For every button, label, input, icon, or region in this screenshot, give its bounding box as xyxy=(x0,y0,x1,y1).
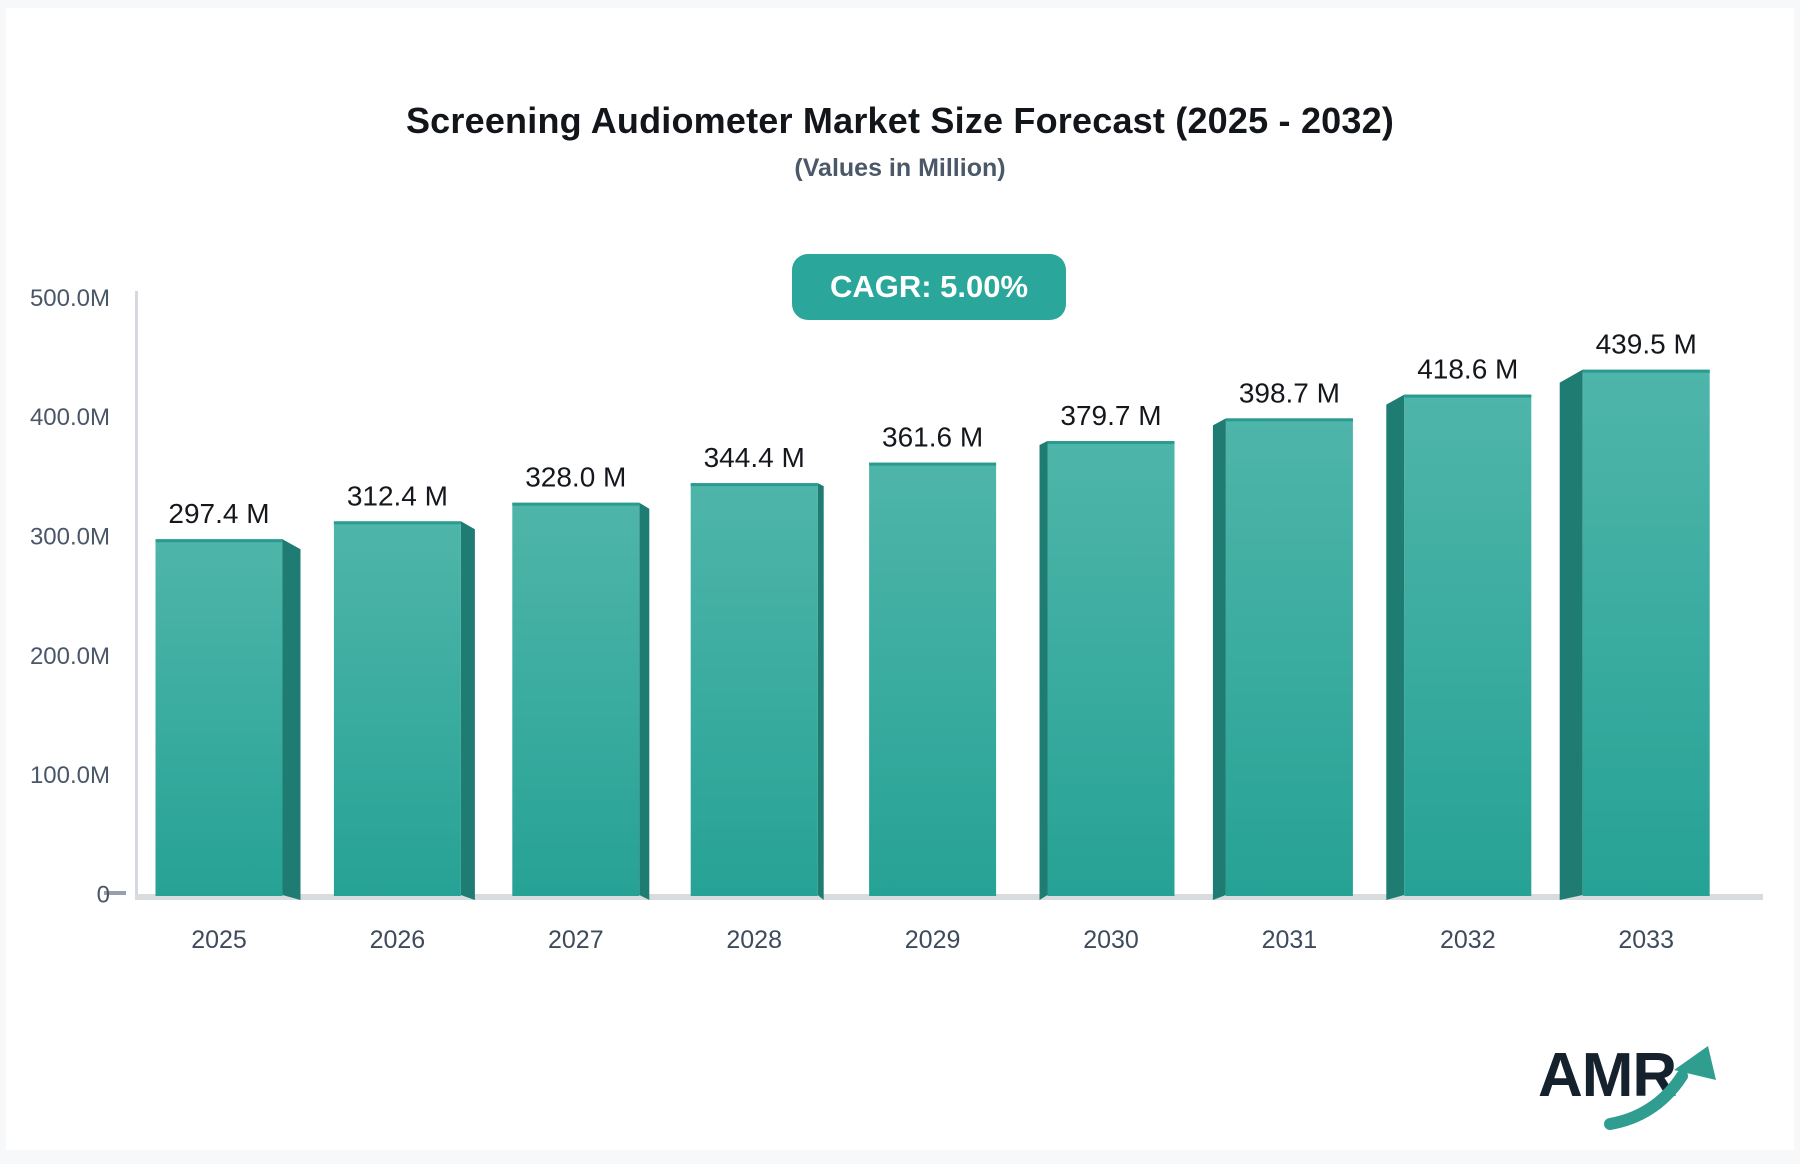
bar-2025 xyxy=(155,539,283,896)
bar-top-edge xyxy=(690,483,818,487)
y-tick-label: 400.0M xyxy=(30,404,110,431)
bar-value-label: 312.4 M xyxy=(347,480,448,511)
bar-chart-plot: 500.0M 400.0M 300.0M 200.0M 100.0M 0 297.4 M 20… xyxy=(30,285,1763,954)
bar-value-label: 361.6 M xyxy=(882,422,983,453)
x-tick-label: 2030 xyxy=(1083,926,1139,954)
bar-top-edge xyxy=(1047,441,1175,445)
bar-side-face xyxy=(282,539,301,900)
y-tick-label: 500.0M xyxy=(30,285,110,312)
x-tick-label: 2029 xyxy=(905,926,961,954)
bar-value-label: 398.7 M xyxy=(1239,377,1340,408)
bar-2032 xyxy=(1404,394,1532,896)
bar-value-label: 344.4 M xyxy=(704,442,805,473)
y-axis-line xyxy=(135,291,138,897)
bar-value-label: 379.7 M xyxy=(1060,400,1161,431)
x-tick-label: 2028 xyxy=(726,926,782,954)
bar-2026 xyxy=(333,521,461,896)
bar-top-edge xyxy=(1404,394,1532,398)
x-tick-label: 2025 xyxy=(191,926,247,954)
bar-top-edge xyxy=(1225,418,1353,422)
bar-side-face xyxy=(639,502,650,900)
bar-2030 xyxy=(1047,441,1175,896)
cagr-badge: CAGR: 5.00% xyxy=(792,254,1066,320)
bar-2033 xyxy=(1582,369,1710,896)
amr-logo: AMR xyxy=(1538,1034,1728,1134)
bar-2028 xyxy=(690,483,818,896)
bar-top-edge xyxy=(333,521,461,525)
bar-top-edge xyxy=(155,539,283,543)
bar-side-face xyxy=(1212,418,1226,900)
growth-arrow-icon xyxy=(1604,1046,1716,1130)
y-tick-label: 200.0M xyxy=(30,643,110,670)
bar-2027 xyxy=(512,502,640,896)
bar-side-face xyxy=(817,483,824,900)
chart-title: Screening Audiometer Market Size Forecas… xyxy=(405,100,1395,141)
bar-2031 xyxy=(1225,418,1353,896)
chart-subtitle: (Values in Million) xyxy=(794,154,1006,182)
bar-side-face xyxy=(1559,369,1583,900)
bar-top-edge xyxy=(869,462,997,466)
bar-value-label: 418.6 M xyxy=(1417,354,1518,385)
bar-side-face xyxy=(1386,394,1405,900)
x-tick-label: 2027 xyxy=(548,926,604,954)
chart-card: Screening Audiometer Market Size Forecas… xyxy=(6,8,1794,1150)
bar-value-label: 297.4 M xyxy=(168,498,269,529)
y-tick-label: 300.0M xyxy=(30,524,110,551)
y-tick-label: 100.0M xyxy=(30,762,110,789)
x-tick-label: 2031 xyxy=(1262,926,1318,954)
bar-top-edge xyxy=(512,502,640,506)
bar-value-label: 439.5 M xyxy=(1596,329,1697,360)
x-axis-line xyxy=(135,894,1763,900)
x-tick-label: 2032 xyxy=(1440,926,1496,954)
bar-top-edge xyxy=(1582,369,1710,373)
bar-side-face xyxy=(460,521,475,900)
zero-tick-mark xyxy=(104,891,126,895)
bar-2029 xyxy=(869,462,997,896)
bar-value-label: 328.0 M xyxy=(525,462,626,493)
x-tick-label: 2033 xyxy=(1618,926,1674,954)
x-tick-label: 2026 xyxy=(370,926,426,954)
bar-side-face xyxy=(1039,441,1048,900)
y-tick-label: 0 xyxy=(97,881,110,908)
